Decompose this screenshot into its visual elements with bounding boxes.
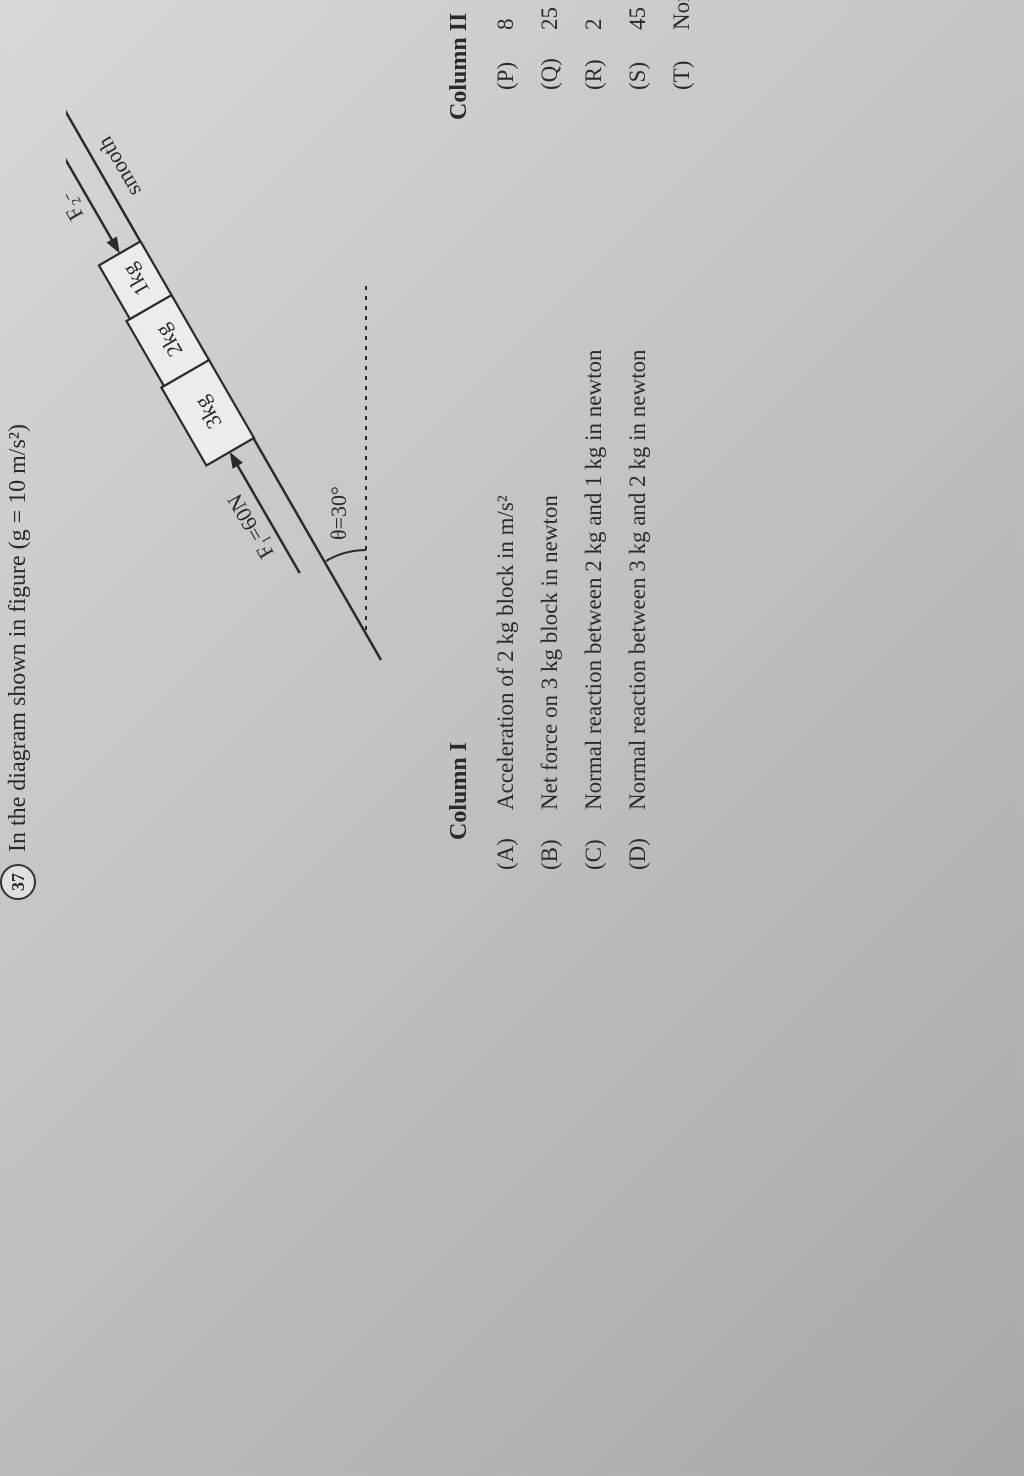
option-text-b: Net force on 3 kg block in newton (537, 495, 563, 810)
question-header: 37 In the diagram shown in figure (g = 1… (0, 0, 36, 900)
question-text: In the diagram shown in figure (g = 10 m… (5, 424, 32, 852)
option-label-b: (B) (537, 826, 563, 870)
option-text-c: Normal reaction between 2 kg and 1 kg in… (581, 349, 607, 810)
option-value-r: 2 (581, 19, 607, 31)
option-label-s: (S) (625, 46, 651, 90)
question-number: 37 (0, 864, 36, 900)
option-value-q: 25 (537, 7, 563, 30)
columns-header-row: Column I Column II (446, 0, 473, 840)
match-row: (C) Normal reaction between 2 kg and 1 k… (581, 0, 607, 870)
force-f1-label: F₁=60N (222, 490, 279, 563)
match-row: (B) Net force on 3 kg block in newton (Q… (537, 0, 563, 870)
option-label-t: (T) (669, 46, 695, 90)
column-1-header: Column I (446, 742, 473, 840)
option-label-a: (A) (493, 826, 519, 870)
option-label-d: (D) (625, 826, 651, 870)
surface-label: smooth (92, 132, 146, 201)
option-value-p: 8 (493, 19, 519, 31)
option-label-q: (Q) (537, 46, 563, 90)
option-label-c: (C) (581, 826, 607, 870)
match-row: (A) Acceleration of 2 kg block in m/s² (… (493, 0, 519, 870)
angle-label: θ=30° (326, 486, 351, 540)
option-text-a: Acceleration of 2 kg block in m/s² (493, 495, 519, 810)
option-value-t: None (669, 0, 695, 30)
physics-diagram: θ=30° 3kg 2kg 1kg F₁=60N (66, 0, 406, 700)
column-2-header: Column II (446, 0, 473, 120)
incline-diagram-svg: θ=30° 3kg 2kg 1kg F₁=60N (66, 0, 406, 700)
force-f2-label: F₂=18N (66, 152, 88, 225)
option-label-p: (P) (493, 46, 519, 90)
option-label-r: (R) (581, 46, 607, 90)
match-row-extra: (T) None (669, 0, 695, 870)
option-text-d: Normal reaction between 3 kg and 2 kg in… (625, 349, 651, 810)
option-value-s: 45 (625, 7, 651, 30)
match-row: (D) Normal reaction between 3 kg and 2 k… (625, 0, 651, 870)
